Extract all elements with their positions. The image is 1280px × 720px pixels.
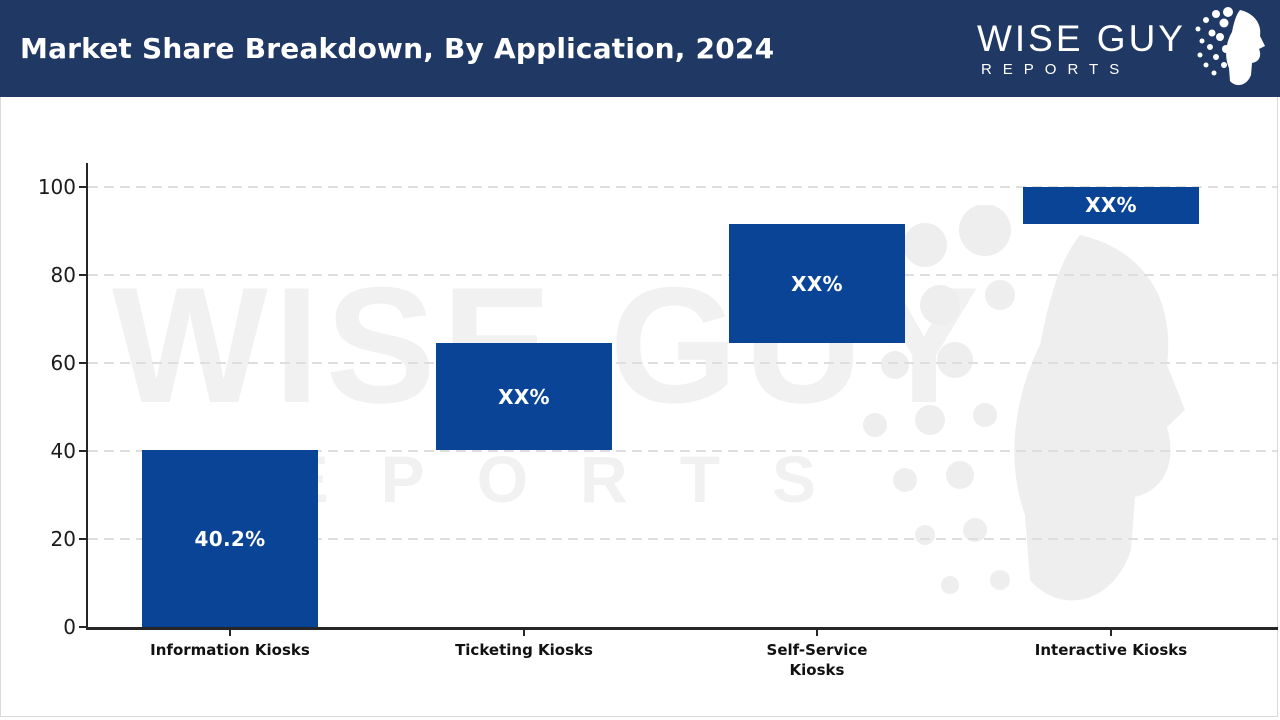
bar-value-label: 40.2% [194, 526, 266, 551]
y-tick-label: 100 [37, 175, 76, 199]
y-tick-label: 60 [50, 351, 76, 375]
y-tick-label: 20 [50, 527, 76, 551]
x-tick [229, 627, 231, 636]
logo-text: WISE GUY REPORTS [977, 20, 1186, 77]
bar: XX% [436, 343, 612, 451]
bar: XX% [729, 223, 905, 344]
bar-value-label: XX% [791, 271, 843, 296]
chart-title: Market Share Breakdown, By Application, … [20, 32, 775, 65]
gridline [88, 450, 1277, 452]
y-tick [79, 362, 87, 364]
y-tick [79, 274, 87, 276]
gridline [88, 274, 1277, 276]
y-tick-label: 80 [50, 263, 76, 287]
gridline [88, 538, 1277, 540]
x-tick-label: Self-Service Kiosks [766, 641, 868, 679]
wiseguy-logo: WISE GUY REPORTS [977, 6, 1266, 91]
x-tick-label: Interactive Kiosks [1034, 641, 1188, 659]
y-axis-spine [86, 163, 88, 629]
x-tick-label: Ticketing Kiosks [455, 641, 593, 659]
x-tick-label: Information Kiosks [150, 641, 310, 659]
y-tick-label: 0 [63, 615, 76, 639]
header: Market Share Breakdown, By Application, … [0, 0, 1280, 97]
x-tick [1110, 627, 1112, 636]
y-tick [79, 450, 87, 452]
y-tick [79, 186, 87, 188]
logo-subtitle: REPORTS [980, 61, 1131, 78]
x-tick [816, 627, 818, 636]
y-tick [79, 538, 87, 540]
x-tick [523, 627, 525, 636]
y-tick-label: 40 [50, 439, 76, 463]
logo-wordmark: WISE GUY [976, 18, 1186, 59]
bar: 40.2% [142, 450, 318, 627]
y-tick [79, 626, 87, 628]
gridline [88, 362, 1277, 364]
bar-value-label: XX% [1085, 193, 1137, 218]
bar-value-label: XX% [498, 384, 550, 409]
logo-head-icon [1195, 6, 1265, 85]
gridline [88, 186, 1277, 188]
figure-frame [0, 97, 1278, 717]
bar: XX% [1023, 187, 1199, 224]
x-axis-line [86, 627, 1278, 630]
